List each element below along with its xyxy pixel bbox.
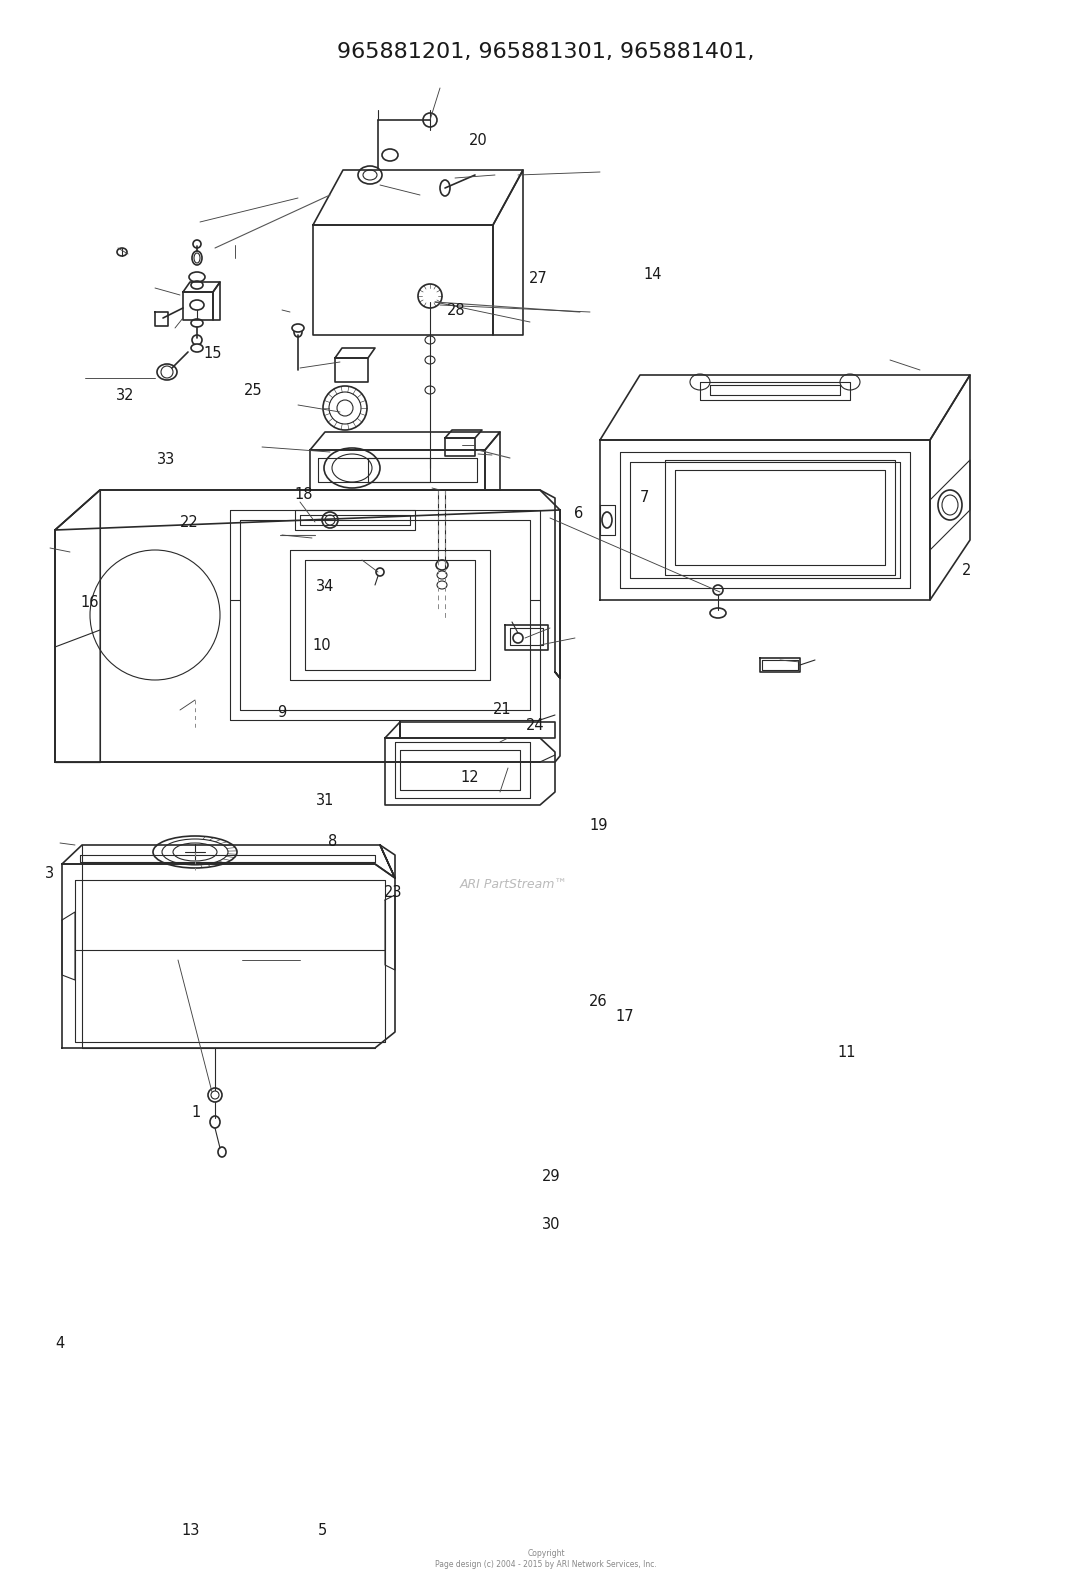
Text: 21: 21 xyxy=(492,701,512,717)
Ellipse shape xyxy=(157,363,177,379)
Ellipse shape xyxy=(325,515,335,524)
Text: 8: 8 xyxy=(329,834,337,850)
Text: 30: 30 xyxy=(543,1216,560,1232)
Text: 4: 4 xyxy=(56,1336,64,1352)
Ellipse shape xyxy=(211,1090,219,1098)
Ellipse shape xyxy=(437,571,447,579)
Ellipse shape xyxy=(210,1116,219,1129)
Ellipse shape xyxy=(292,324,304,332)
Ellipse shape xyxy=(218,1148,226,1157)
Ellipse shape xyxy=(423,113,437,128)
Ellipse shape xyxy=(189,273,205,282)
Ellipse shape xyxy=(193,241,201,249)
Text: 17: 17 xyxy=(615,1009,634,1025)
Ellipse shape xyxy=(418,284,442,308)
Text: 12: 12 xyxy=(460,770,479,786)
Ellipse shape xyxy=(938,489,962,520)
Ellipse shape xyxy=(191,319,203,327)
Ellipse shape xyxy=(376,567,384,575)
Text: 18: 18 xyxy=(295,486,312,502)
Ellipse shape xyxy=(358,166,382,183)
Ellipse shape xyxy=(105,564,205,665)
Ellipse shape xyxy=(117,249,127,257)
Text: 10: 10 xyxy=(312,638,332,654)
Ellipse shape xyxy=(191,344,203,352)
Ellipse shape xyxy=(322,512,339,528)
Ellipse shape xyxy=(337,400,353,416)
Text: 27: 27 xyxy=(529,271,548,287)
Ellipse shape xyxy=(840,375,860,391)
Ellipse shape xyxy=(190,300,204,309)
Ellipse shape xyxy=(382,148,397,161)
Ellipse shape xyxy=(942,496,958,515)
Text: 16: 16 xyxy=(81,595,98,611)
Text: 24: 24 xyxy=(525,717,545,733)
Text: 2: 2 xyxy=(962,563,971,579)
Ellipse shape xyxy=(425,386,435,394)
Text: 29: 29 xyxy=(542,1168,561,1184)
Text: 28: 28 xyxy=(447,303,466,319)
Ellipse shape xyxy=(136,598,173,633)
Text: 32: 32 xyxy=(117,387,134,403)
Text: 5: 5 xyxy=(318,1522,327,1538)
Ellipse shape xyxy=(192,250,202,265)
Text: 7: 7 xyxy=(640,489,649,505)
Text: 11: 11 xyxy=(838,1044,855,1060)
Ellipse shape xyxy=(93,553,217,677)
Ellipse shape xyxy=(162,838,228,866)
Ellipse shape xyxy=(192,335,202,344)
Text: Copyright
Page design (c) 2004 - 2015 by ARI Network Services, Inc.: Copyright Page design (c) 2004 - 2015 by… xyxy=(435,1549,657,1568)
Ellipse shape xyxy=(710,607,726,618)
Text: 26: 26 xyxy=(589,993,608,1009)
Ellipse shape xyxy=(363,171,377,180)
Ellipse shape xyxy=(194,253,200,263)
Text: 25: 25 xyxy=(244,383,263,398)
Ellipse shape xyxy=(207,1089,222,1101)
Ellipse shape xyxy=(437,580,447,590)
Text: 15: 15 xyxy=(204,346,222,362)
Text: 22: 22 xyxy=(179,515,199,531)
Ellipse shape xyxy=(124,585,185,646)
Ellipse shape xyxy=(602,512,612,528)
Ellipse shape xyxy=(294,327,302,336)
Ellipse shape xyxy=(440,180,450,196)
Ellipse shape xyxy=(173,843,217,861)
Ellipse shape xyxy=(153,835,237,869)
Text: 13: 13 xyxy=(182,1522,200,1538)
Ellipse shape xyxy=(191,281,203,289)
Text: 9: 9 xyxy=(277,705,286,720)
Text: 965881201, 965881301, 965881401,: 965881201, 965881301, 965881401, xyxy=(337,41,755,62)
Ellipse shape xyxy=(329,392,361,424)
Ellipse shape xyxy=(436,559,448,571)
Text: 20: 20 xyxy=(468,132,488,148)
Text: 34: 34 xyxy=(317,579,334,595)
Ellipse shape xyxy=(690,375,710,391)
Text: ARI PartStream™: ARI PartStream™ xyxy=(460,878,567,891)
Ellipse shape xyxy=(513,633,523,642)
Ellipse shape xyxy=(161,367,173,378)
Ellipse shape xyxy=(90,550,219,681)
Text: 33: 33 xyxy=(157,451,175,467)
Text: 31: 31 xyxy=(317,792,334,808)
Ellipse shape xyxy=(713,585,723,595)
Ellipse shape xyxy=(425,336,435,344)
Ellipse shape xyxy=(323,386,367,430)
Ellipse shape xyxy=(332,454,372,481)
Text: 1: 1 xyxy=(192,1105,201,1121)
Text: 19: 19 xyxy=(590,818,607,834)
Text: 6: 6 xyxy=(574,505,583,521)
Text: 23: 23 xyxy=(384,885,402,901)
Text: 14: 14 xyxy=(644,266,662,282)
Text: 3: 3 xyxy=(45,866,54,881)
Ellipse shape xyxy=(425,355,435,363)
Ellipse shape xyxy=(324,448,380,488)
